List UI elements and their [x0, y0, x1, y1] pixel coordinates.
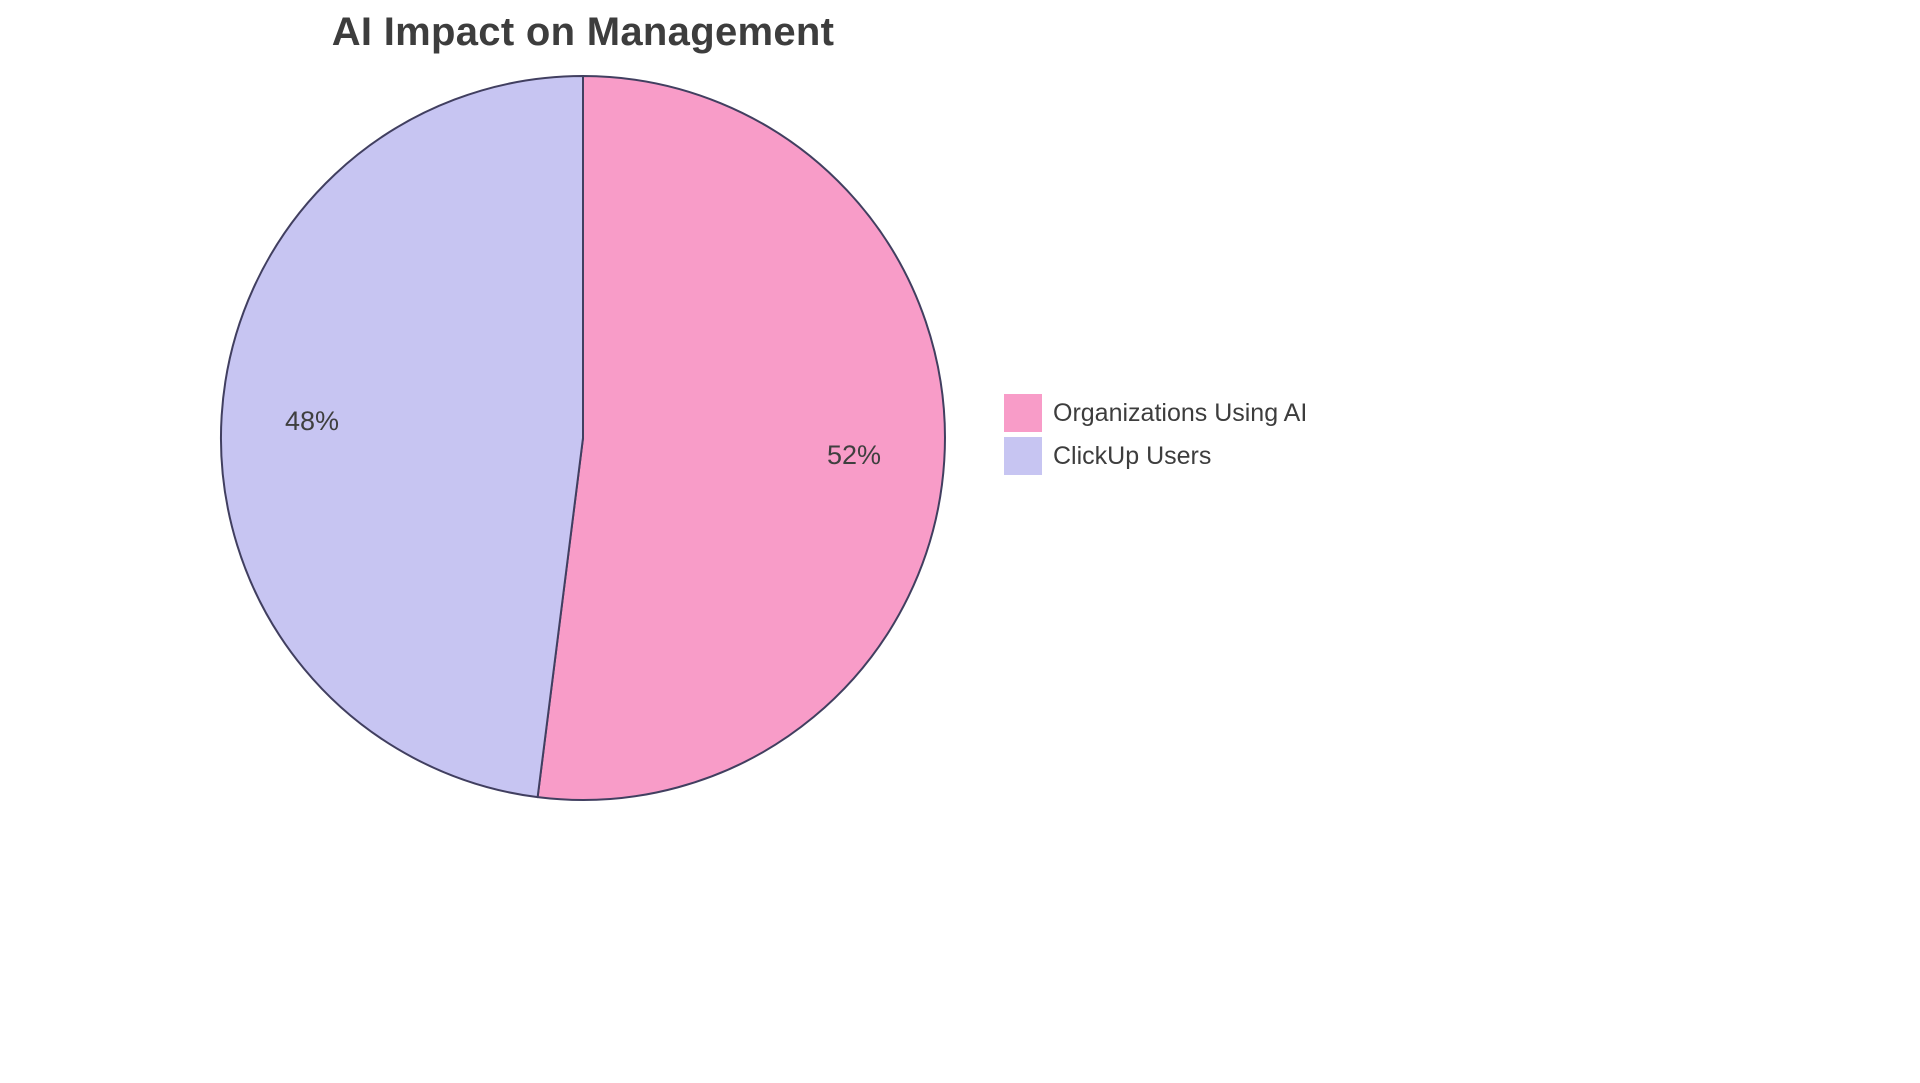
chart-title: AI Impact on Management: [331, 10, 835, 54]
legend-item-organizations-using-ai: Organizations Using AI: [1004, 394, 1307, 432]
pie-slice-percentage-label: 48%: [285, 406, 339, 436]
legend-item-clickup-users: ClickUp Users: [1004, 437, 1307, 475]
legend-label-organizations-using-ai: Organizations Using AI: [1053, 398, 1308, 427]
legend-swatch-organizations-using-ai: [1004, 394, 1042, 432]
legend: Organizations Using AI ClickUp Users: [1004, 394, 1307, 475]
legend-swatch-clickup-users: [1004, 437, 1042, 475]
legend-label-clickup-users: ClickUp Users: [1053, 441, 1212, 470]
pie-slice-organizations-using-ai: [536, 75, 946, 801]
pie-slice-clickup-users: [219, 75, 584, 799]
pie-slice-percentage-label: 52%: [827, 440, 881, 470]
